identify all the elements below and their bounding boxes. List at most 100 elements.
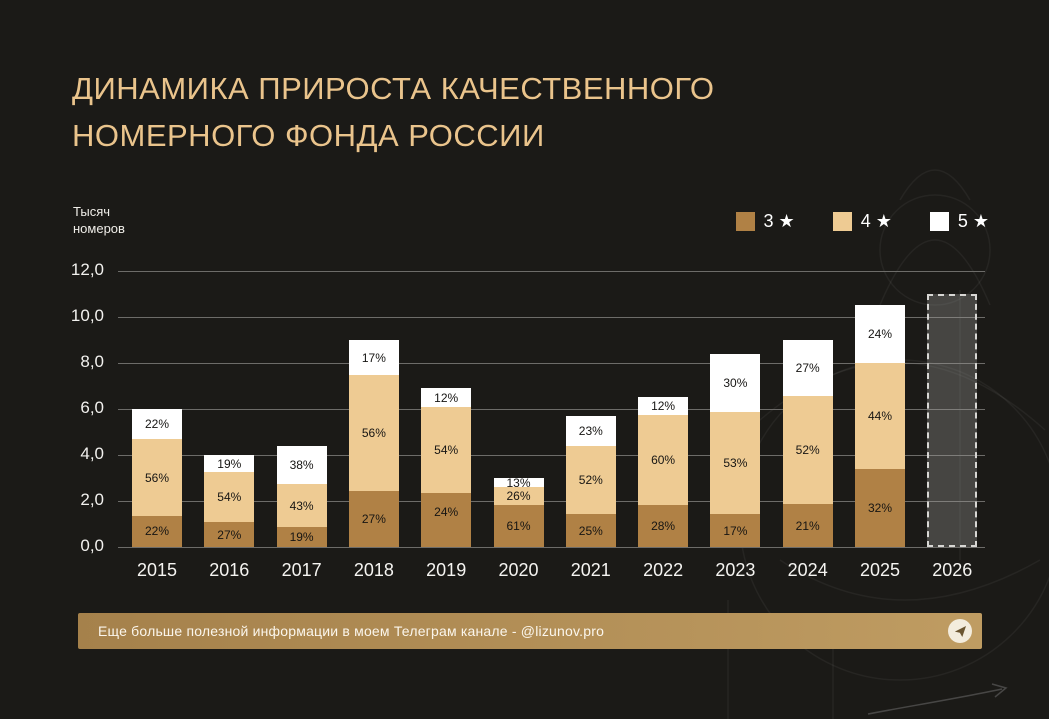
bar-segment-3-star: 24% (421, 493, 472, 531)
segment-label: 52% (795, 443, 820, 457)
gridline-10 (118, 317, 985, 318)
bar-2021: 23% 52% 25% (565, 416, 616, 547)
bar-segment-3-star: 25% (565, 514, 616, 547)
segment-label: 54% (217, 490, 242, 504)
y-tick-label: 2,0 (80, 490, 104, 509)
y-tick-label: 10,0 (70, 306, 104, 325)
segment-label: 43% (289, 498, 314, 513)
telegram-banner[interactable]: Еще больше полезной информации в моем Те… (78, 613, 982, 649)
x-axis-label-2020: 2020 (498, 560, 539, 580)
x-axis-label-2016: 2016 (209, 560, 250, 580)
bar-segment-5-star: 38% (276, 446, 327, 484)
bar-segment-5-star: 13% (493, 475, 544, 490)
segment-label: 19% (217, 456, 242, 471)
bar-segment-3-star: 22% (132, 516, 182, 546)
y-tick-label: 6,0 (80, 398, 104, 417)
y-axis-unit-label: Тысяч номеров (73, 204, 125, 236)
page-title: ДИНАМИКА ПРИРОСТА КАЧЕСТВЕННОГО НОМЕРНОГ… (72, 71, 715, 153)
segment-label: 21% (795, 518, 820, 533)
segment-label: 56% (361, 426, 386, 440)
bar-segment-5-star: 27% (782, 340, 833, 396)
segment-label: 27% (361, 512, 386, 526)
segment-label: 23% (578, 424, 603, 438)
telegram-banner-text: Еще больше полезной информации в моем Те… (98, 623, 605, 639)
segment-label: 24% (434, 505, 459, 519)
x-axis-label-2017: 2017 (281, 560, 322, 580)
legend-swatch-4-star (832, 212, 852, 231)
bar-segment-4-star: 44% (855, 363, 905, 469)
bar-segment-4-star: 52% (782, 396, 833, 504)
bar-2016: 19% 54% 27% (204, 455, 255, 547)
segment-label: 54% (434, 443, 459, 457)
bar-segment-5-star: 12% (638, 397, 689, 415)
segment-label: 12% (434, 390, 459, 405)
segment-label: 12% (651, 399, 676, 413)
segment-label: 61% (506, 519, 531, 533)
segment-label: 32% (867, 500, 893, 515)
bar-segment-5-star: 22% (132, 409, 182, 439)
legend-label-5-star: 5 ★ (957, 211, 989, 231)
legend-swatch-5-star (929, 212, 949, 231)
segment-label: 28% (651, 519, 676, 533)
legend-label-3-star: 3 ★ (763, 211, 795, 231)
segment-label: 22% (144, 417, 170, 431)
legend-item-5-star: 5 ★ (929, 211, 989, 232)
gridline-4 (118, 455, 985, 456)
segment-label: 13% (506, 475, 531, 490)
gridline-12 (118, 271, 985, 272)
x-axis-label-2023: 2023 (715, 560, 756, 580)
segment-label: 27% (217, 527, 242, 542)
bar-2015: 22% 56% 22% (132, 409, 182, 547)
segment-label: 17% (723, 523, 748, 538)
bar-2023: 30% 53% 17% (710, 354, 761, 547)
chart-legend: 3 ★ 4 ★ 5 ★ (735, 211, 989, 232)
bar-segment-4-star: 52% (565, 446, 616, 514)
segment-label: 26% (506, 489, 531, 503)
segment-label: 25% (578, 523, 603, 538)
legend-item-3-star: 3 ★ (735, 211, 795, 232)
bar-segment-3-star: 61% (493, 505, 544, 547)
bar-forecast-2026 (927, 294, 978, 547)
x-axis-label-2022: 2022 (643, 560, 684, 580)
x-axis-label-2025: 2025 (859, 560, 901, 580)
y-tick-label: 0,0 (80, 536, 104, 555)
x-axis-label-2015: 2015 (136, 560, 178, 580)
segment-label: 52% (578, 473, 603, 487)
segment-label: 30% (723, 376, 748, 390)
bar-segment-4-star: 60% (638, 415, 689, 505)
legend-label-4-star: 4 ★ (860, 211, 892, 231)
bar-segment-5-star: 24% (855, 305, 905, 363)
bar-2024: 27% 52% 21% (782, 340, 833, 547)
segment-label: 22% (144, 524, 170, 538)
segment-label: 19% (289, 529, 314, 544)
bar-segment-4-star: 54% (421, 407, 472, 493)
bar-segment-5-star: 17% (348, 340, 399, 375)
gridline-6 (118, 409, 985, 410)
x-axis-label-2026: 2026 (932, 560, 973, 580)
segment-label: 38% (289, 458, 314, 472)
bar-segment-3-star: 32% (855, 469, 905, 546)
x-axis-label-2024: 2024 (787, 560, 828, 580)
x-axis-label-2021: 2021 (570, 560, 611, 580)
bar-segment-5-star: 12% (421, 388, 472, 407)
segment-label: 56% (144, 470, 170, 485)
segment-label: 60% (651, 453, 676, 467)
gridline-8 (118, 363, 985, 364)
bar-segment-5-star: 19% (204, 455, 255, 472)
segment-label: 24% (867, 327, 893, 341)
y-tick-label: 12,0 (70, 260, 104, 279)
bar-segment-3-star: 27% (348, 491, 399, 547)
x-axis-label-2018: 2018 (353, 560, 394, 580)
bar-segment-5-star: 23% (565, 416, 616, 446)
telegram-icon[interactable] (948, 619, 972, 643)
bar-segment-4-star: 53% (710, 412, 761, 514)
bar-segment-3-star: 21% (782, 504, 833, 547)
bar-2025: 24% 44% 32% (855, 305, 905, 547)
bar-2017: 38% 43% 19% (276, 446, 327, 547)
segment-label: 17% (361, 350, 386, 365)
segment-label: 53% (723, 456, 748, 470)
bar-2020: 13% 26% 61% (493, 475, 544, 547)
bar-segment-3-star: 27% (204, 522, 255, 547)
